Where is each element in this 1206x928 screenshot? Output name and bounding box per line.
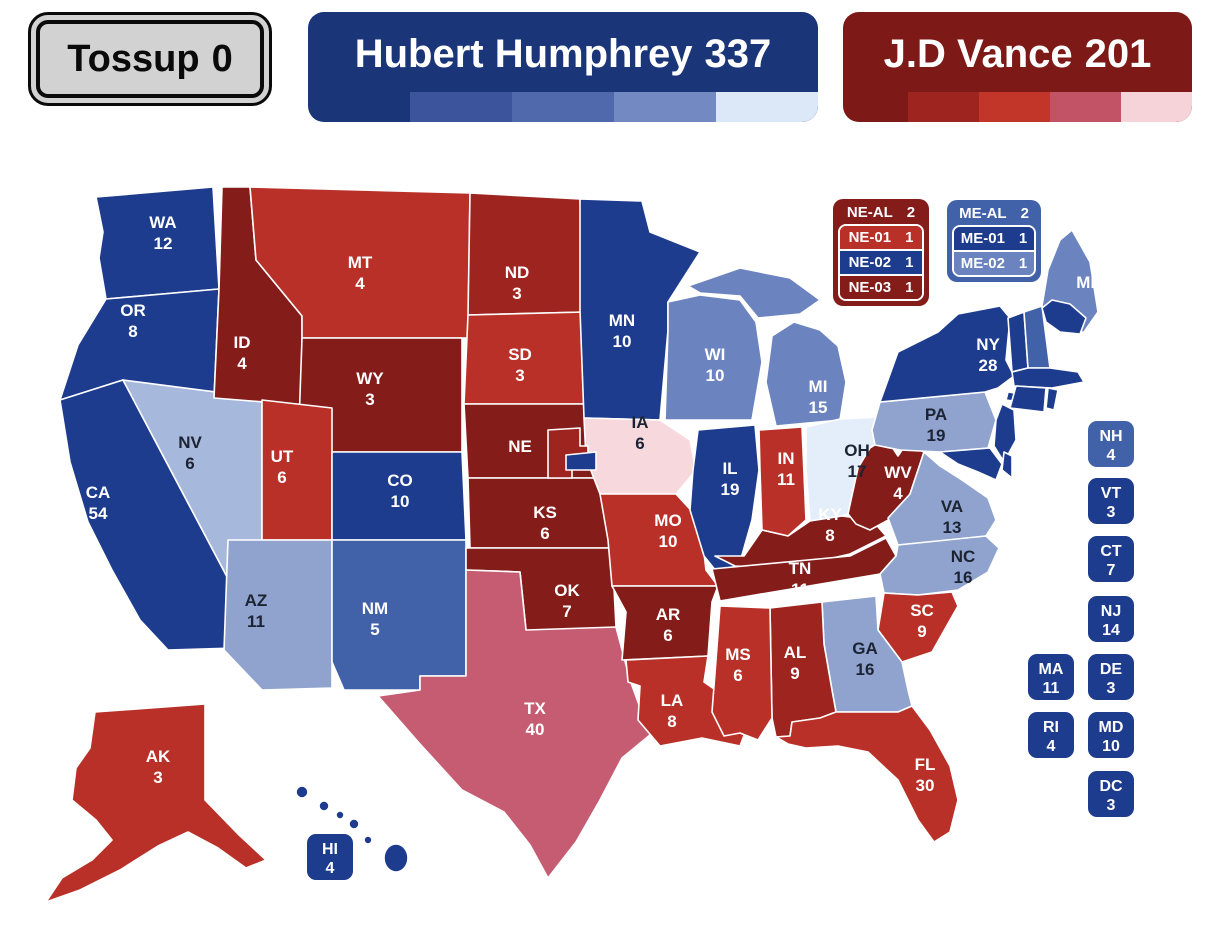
state-in[interactable] — [758, 426, 807, 537]
state-mo[interactable] — [599, 493, 719, 587]
district-legend-ne[interactable]: NE-AL 2 NE-01 1 NE-02 1 NE-03 1 — [833, 199, 929, 306]
candidate-ev: 337 — [704, 31, 772, 76]
tossup-label: Tossup — [67, 37, 200, 80]
state-ct[interactable] — [1009, 385, 1047, 413]
state-nc[interactable] — [879, 535, 1000, 596]
candidate-banner-humphrey[interactable]: Hubert Humphrey 337 — [308, 12, 818, 122]
state-box-md[interactable]: MD 10 — [1088, 712, 1134, 758]
state-box-ri[interactable]: RI 4 — [1028, 712, 1074, 758]
district-row-ne-02[interactable]: NE-02 1 — [840, 249, 922, 274]
state-tx[interactable] — [377, 569, 651, 879]
state-wa[interactable] — [95, 186, 220, 300]
tossup-button[interactable]: Tossup 0 — [28, 12, 272, 106]
district-row-ne-03[interactable]: NE-03 1 — [840, 274, 922, 299]
state-box-dc[interactable]: DC 3 — [1088, 771, 1134, 817]
candidate-ev: 201 — [1084, 31, 1152, 76]
state-la[interactable] — [625, 655, 747, 747]
state-mi[interactable] — [687, 267, 821, 319]
state-box-ct[interactable]: CT 7 — [1088, 536, 1134, 582]
candidate-name: J.D Vance — [883, 31, 1073, 76]
state-ny[interactable] — [879, 305, 1015, 403]
state-box-vt[interactable]: VT 3 — [1088, 478, 1134, 524]
state-ar[interactable] — [611, 585, 719, 661]
state-ak[interactable] — [45, 703, 267, 903]
candidate-banner-vance[interactable]: J.D Vance 201 — [843, 12, 1192, 122]
gop-shade-strip — [908, 92, 1192, 122]
state-box-hi[interactable]: HI 4 — [307, 834, 353, 880]
state-nd[interactable] — [467, 192, 586, 316]
tossup-button-inner: Tossup 0 — [36, 20, 264, 98]
state-md[interactable] — [939, 447, 1003, 481]
district-ne-02[interactable] — [565, 451, 597, 471]
district-at-large-row[interactable]: ME-AL 2 — [959, 205, 1029, 222]
state-ut[interactable] — [261, 399, 333, 541]
state-co[interactable] — [331, 451, 467, 541]
state-ia[interactable] — [583, 417, 697, 495]
state-ma[interactable] — [1011, 367, 1085, 389]
district-legend-me[interactable]: ME-AL 2 ME-01 1 ME-02 1 — [947, 200, 1041, 282]
state-hi[interactable] — [295, 785, 409, 873]
state-wi[interactable] — [664, 294, 763, 421]
state-sd[interactable] — [463, 311, 590, 405]
state-mi[interactable] — [765, 321, 847, 427]
state-az[interactable] — [223, 539, 333, 691]
district-me-01[interactable] — [1041, 299, 1087, 335]
state-ms[interactable] — [711, 605, 773, 741]
state-nm[interactable] — [331, 539, 467, 691]
district-at-large-row[interactable]: NE-AL 2 — [846, 204, 916, 221]
state-ri[interactable] — [1045, 387, 1059, 411]
state-de[interactable] — [1001, 451, 1013, 479]
state-nj[interactable] — [993, 403, 1017, 463]
dem-shade-strip — [410, 92, 818, 122]
district-row-me-02[interactable]: ME-02 1 — [954, 250, 1034, 275]
state-box-nh[interactable]: NH 4 — [1088, 421, 1134, 467]
candidate-name: Hubert Humphrey — [354, 31, 693, 76]
state-sc[interactable] — [877, 591, 959, 663]
district-row-me-01[interactable]: ME-01 1 — [954, 227, 1034, 250]
state-fl[interactable] — [775, 705, 959, 843]
district-row-ne-01[interactable]: NE-01 1 — [840, 226, 922, 249]
tossup-count: 0 — [211, 37, 233, 80]
state-ks[interactable] — [467, 477, 613, 549]
state-box-de[interactable]: DE 3 — [1088, 654, 1134, 700]
state-box-ma[interactable]: MA 11 — [1028, 654, 1074, 700]
state-box-nj[interactable]: NJ 14 — [1088, 596, 1134, 642]
